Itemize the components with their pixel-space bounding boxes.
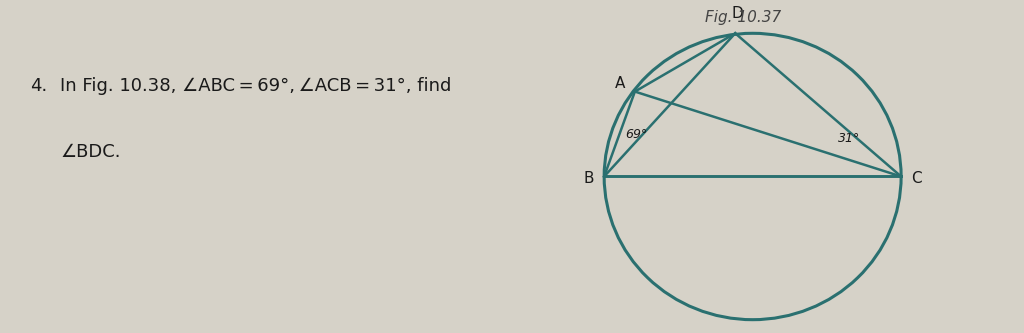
Text: D: D bbox=[731, 6, 743, 21]
Text: 69°: 69° bbox=[625, 128, 647, 141]
Text: 4.: 4. bbox=[30, 77, 47, 95]
Text: ∠BDC.: ∠BDC. bbox=[60, 143, 121, 161]
Text: Fig. 10.37: Fig. 10.37 bbox=[705, 10, 780, 25]
Text: 31°: 31° bbox=[838, 132, 860, 145]
Text: C: C bbox=[911, 171, 922, 186]
Text: In Fig. 10.38, ∠ABC = 69°, ∠ACB = 31°, find: In Fig. 10.38, ∠ABC = 69°, ∠ACB = 31°, f… bbox=[60, 77, 452, 95]
Text: B: B bbox=[584, 171, 594, 186]
Text: A: A bbox=[614, 76, 625, 91]
